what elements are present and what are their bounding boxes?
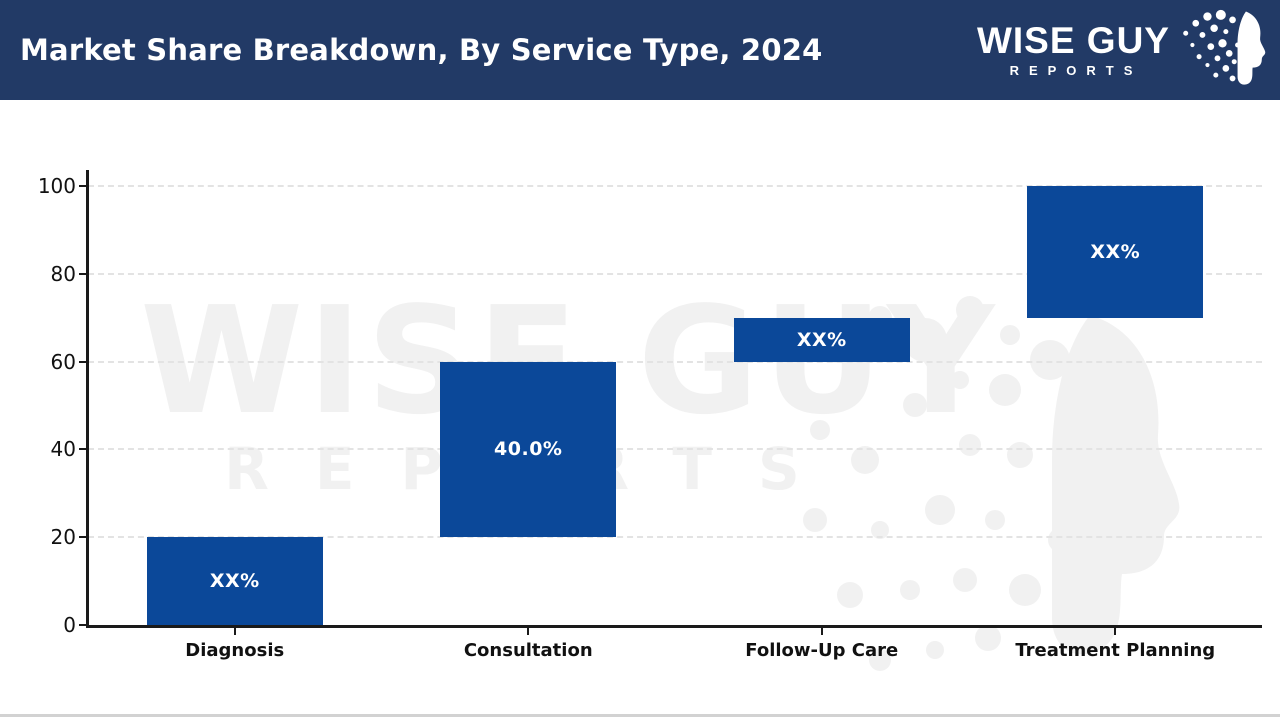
y-tick-label-60: 60 xyxy=(50,349,76,374)
x-tick-mark-2 xyxy=(527,627,530,635)
bar-follow-up-care: XX% xyxy=(733,317,910,362)
y-tick-label-100: 100 xyxy=(37,174,76,198)
gridline-60 xyxy=(88,360,1262,363)
y-tick-label-0: 0 xyxy=(63,613,76,637)
y-tick-mark-20 xyxy=(79,536,88,539)
y-tick-mark-100 xyxy=(79,185,88,187)
gridline-20 xyxy=(88,536,1262,539)
bar-consultation: 40.0% xyxy=(440,361,617,538)
header-bar: Market Share Breakdown, By Service Type,… xyxy=(0,0,1280,100)
y-tick-mark-80 xyxy=(79,272,88,275)
y-tick-mark-40 xyxy=(79,448,88,451)
page-title: Market Share Breakdown, By Service Type,… xyxy=(20,33,823,67)
x-tick-mark-1 xyxy=(233,627,236,635)
gridline-80 xyxy=(88,272,1262,275)
x-tick-mark-4 xyxy=(1114,627,1117,635)
brand-logo: WISE GUY REPORTS xyxy=(977,6,1280,94)
x-category-label-2: Consultation xyxy=(463,640,593,661)
bar-diagnosis: XX% xyxy=(146,537,323,625)
gridline-100 xyxy=(88,185,1262,187)
bar-value-label: 40.0% xyxy=(494,438,563,461)
footer-divider xyxy=(0,714,1280,717)
bar-value-label: XX% xyxy=(796,328,847,351)
x-category-label-1: Diagnosis xyxy=(185,640,285,661)
brand-face-icon xyxy=(1183,9,1266,85)
x-tick-mark-3 xyxy=(820,627,823,635)
brand-wordmark: WISE GUY REPORTS xyxy=(977,22,1170,78)
y-tick-mark-60 xyxy=(79,360,88,363)
bar-treatment-planning: XX% xyxy=(1027,186,1204,318)
y-tick-label-20: 20 xyxy=(50,525,76,550)
y-tick-label-40: 40 xyxy=(50,437,76,462)
bar-value-label: XX% xyxy=(209,570,260,593)
brand-name-text: WISE GUY xyxy=(976,20,1170,61)
gridline-40 xyxy=(88,448,1262,451)
x-axis-line xyxy=(86,625,1262,628)
y-tick-mark-0 xyxy=(79,624,88,626)
x-category-label-3: Follow-Up Care xyxy=(745,640,899,661)
y-tick-label-80: 80 xyxy=(50,261,76,286)
x-category-label-4: Treatment Planning xyxy=(1015,640,1216,661)
y-axis-line xyxy=(86,170,89,627)
bar-value-label: XX% xyxy=(1090,240,1141,263)
brand-subtitle-text: REPORTS xyxy=(1009,63,1143,78)
